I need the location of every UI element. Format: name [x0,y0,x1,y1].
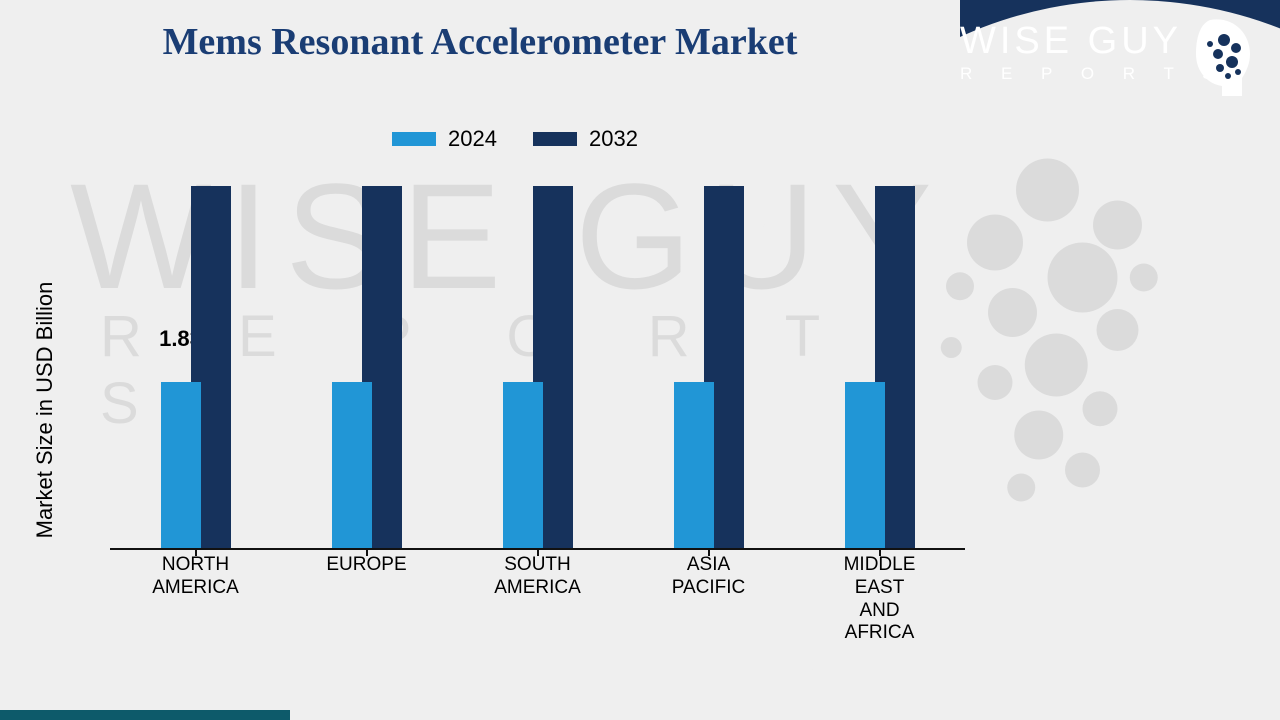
bar-group: EUROPE [332,168,402,548]
legend-swatch [392,132,436,146]
bar-group: ASIA PACIFIC [674,168,744,548]
brand-head-icon [1180,14,1260,104]
category-label: NORTH AMERICA [126,548,266,600]
stage: WISE GUY R E P O R T S Mems Resonant Acc… [0,0,1280,720]
plot-area: 1.83NORTH AMERICA EUROPE SOUTH AMERICA ASIA… [110,170,965,550]
bar-group: MIDDLE EAST AND AFRICA [845,168,915,548]
bar-2024 [161,382,201,548]
brand-logo: WISE GUY R E P O R T S [960,14,1260,104]
category-label: ASIA PACIFIC [639,548,779,600]
bar-group: SOUTH AMERICA [503,168,573,548]
bar-group: 1.83NORTH AMERICA [161,168,231,548]
y-axis-label: Market Size in USD Billion [32,282,58,539]
legend-item: 2032 [533,126,638,152]
footer-accent-bar [0,710,290,720]
legend-item: 2024 [392,126,497,152]
bar-2024 [332,382,372,548]
chart-title: Mems Resonant Accelerometer Market [0,20,960,64]
bar-2024 [845,382,885,548]
legend-swatch [533,132,577,146]
bar-2024 [503,382,543,548]
legend: 2024 2032 [55,126,975,152]
legend-label: 2032 [589,126,638,152]
category-label: MIDDLE EAST AND AFRICA [810,548,950,645]
legend-label: 2024 [448,126,497,152]
brand-logo-main: WISE GUY [960,20,1182,63]
bar-2024 [674,382,714,548]
category-label: EUROPE [297,548,437,577]
category-label: SOUTH AMERICA [468,548,608,600]
bar-chart: Market Size in USD Billion 20242032 1.83… [55,130,975,690]
